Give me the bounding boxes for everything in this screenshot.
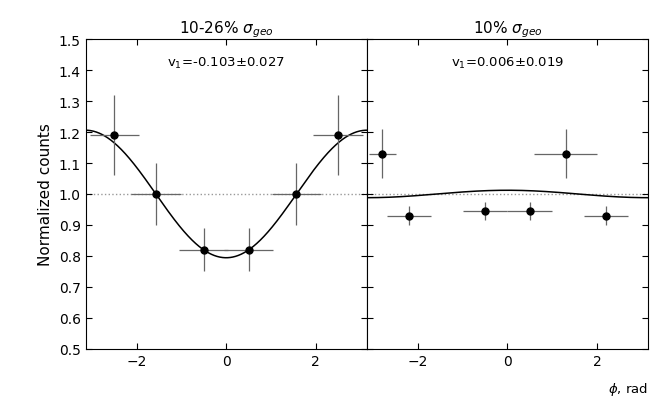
Text: v$_1$=0.006±0.019: v$_1$=0.006±0.019 (451, 56, 564, 71)
Text: $\phi$, rad: $\phi$, rad (608, 380, 648, 397)
Y-axis label: Normalized counts: Normalized counts (38, 123, 53, 266)
Title: 10-26% $\sigma_{geo}$: 10-26% $\sigma_{geo}$ (179, 20, 274, 40)
Text: v$_1$=-0.103±0.027: v$_1$=-0.103±0.027 (167, 56, 285, 71)
Title: 10% $\sigma_{geo}$: 10% $\sigma_{geo}$ (472, 20, 542, 40)
